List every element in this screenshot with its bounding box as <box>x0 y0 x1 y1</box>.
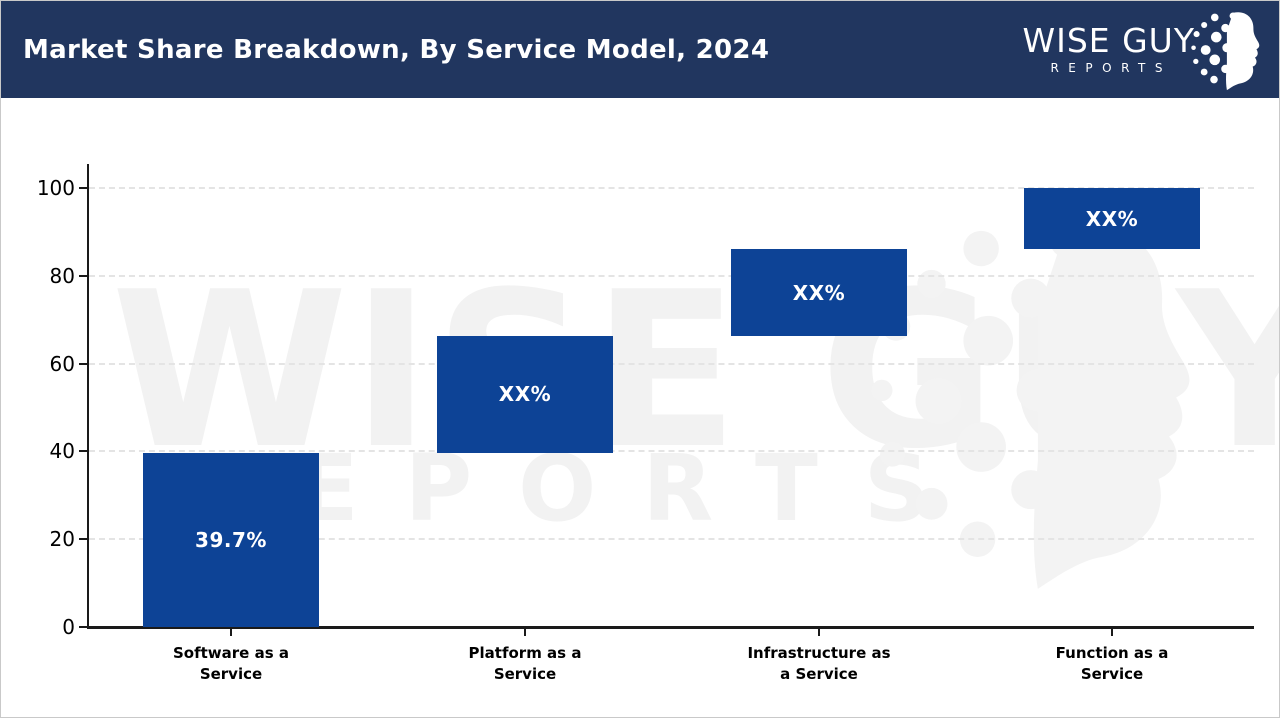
bar-value-label: XX% <box>792 280 846 305</box>
y-axis-tick <box>79 274 87 277</box>
y-axis-tick <box>79 538 87 541</box>
bar-value-label: XX% <box>498 382 552 407</box>
gridline <box>89 450 1254 453</box>
y-axis-tick <box>79 362 87 365</box>
x-axis-tick <box>818 629 820 636</box>
bar: 39.7% <box>143 452 319 627</box>
y-axis-tick <box>79 626 87 628</box>
bar: XX% <box>731 249 907 336</box>
bar-value-label: 39.7% <box>195 527 267 552</box>
x-axis-line <box>87 626 1254 629</box>
x-axis-tick <box>1111 629 1113 636</box>
logo-subtext: REPORTS <box>1050 61 1172 75</box>
y-axis-tick-label: 0 <box>62 615 75 639</box>
y-axis-tick-label: 80 <box>49 263 75 288</box>
category-label: Infrastructure as a Service <box>747 644 891 683</box>
wise-guy-logo: WISE GUY REPORTS <box>1022 6 1261 94</box>
y-axis-tick <box>79 450 87 453</box>
gridline <box>89 362 1254 365</box>
logo-wordmark: WISE GUY <box>1022 21 1195 60</box>
x-axis-tick <box>230 629 232 636</box>
logo-text: WISE GUY REPORTS <box>1022 21 1195 76</box>
page-title: Market Share Breakdown, By Service Model… <box>23 34 770 65</box>
y-axis-line <box>87 164 89 628</box>
y-axis-tick-label: 60 <box>49 351 75 376</box>
gridline <box>89 274 1254 277</box>
x-axis-tick <box>524 629 526 636</box>
y-axis-tick-label: 40 <box>49 439 75 464</box>
bar: XX% <box>437 335 613 453</box>
y-axis-tick-label: 100 <box>36 176 75 200</box>
category-label: Function as a Service <box>1055 644 1169 683</box>
gridline <box>89 187 1254 189</box>
category-label: Platform as a Service <box>468 644 582 683</box>
logo-face-icon <box>1191 11 1260 90</box>
bar: XX% <box>1024 188 1200 250</box>
header: Market Share Breakdown, By Service Model… <box>1 1 1279 98</box>
bar-value-label: XX% <box>1085 206 1139 231</box>
y-axis-tick-label: 20 <box>49 527 75 552</box>
y-axis-tick <box>79 187 87 189</box>
category-label: Software as a Service <box>173 644 289 683</box>
gridline <box>89 538 1254 541</box>
